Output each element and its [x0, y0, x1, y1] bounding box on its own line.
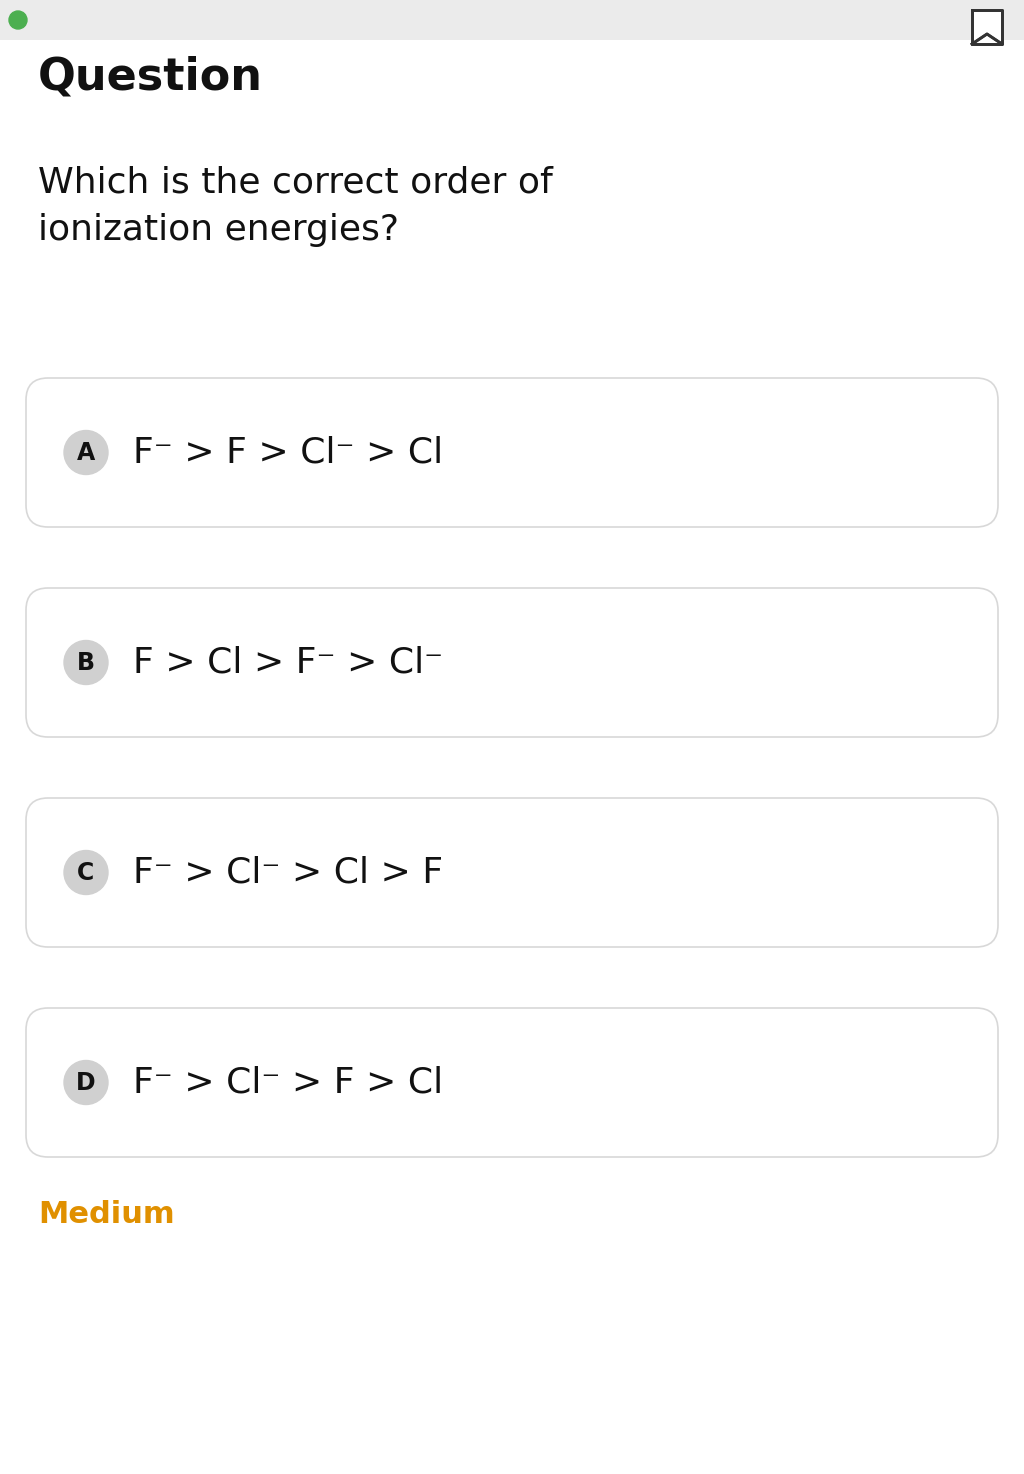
- Circle shape: [63, 850, 108, 895]
- Text: Question: Question: [38, 55, 263, 97]
- Text: B: B: [77, 650, 95, 675]
- Text: Medium: Medium: [38, 1200, 175, 1229]
- Text: F⁻ > F > Cl⁻ > Cl: F⁻ > F > Cl⁻ > Cl: [133, 435, 443, 470]
- Text: F⁻ > Cl⁻ > Cl > F: F⁻ > Cl⁻ > Cl > F: [133, 855, 443, 889]
- Circle shape: [63, 641, 108, 684]
- Circle shape: [9, 10, 27, 29]
- FancyBboxPatch shape: [26, 797, 998, 946]
- FancyBboxPatch shape: [26, 377, 998, 528]
- Bar: [0, 0, 1024, 40]
- Text: C: C: [78, 861, 94, 884]
- Text: D: D: [76, 1070, 96, 1095]
- FancyBboxPatch shape: [26, 1008, 998, 1157]
- Text: ionization energies?: ionization energies?: [38, 214, 399, 248]
- FancyBboxPatch shape: [26, 588, 998, 737]
- Text: F⁻ > Cl⁻ > F > Cl: F⁻ > Cl⁻ > F > Cl: [133, 1066, 443, 1100]
- Circle shape: [63, 430, 108, 475]
- Text: A: A: [77, 441, 95, 464]
- Text: Which is the correct order of: Which is the correct order of: [38, 165, 553, 199]
- Text: F > Cl > F⁻ > Cl⁻: F > Cl > F⁻ > Cl⁻: [133, 646, 443, 680]
- Bar: [973, 10, 1001, 43]
- Circle shape: [63, 1060, 108, 1104]
